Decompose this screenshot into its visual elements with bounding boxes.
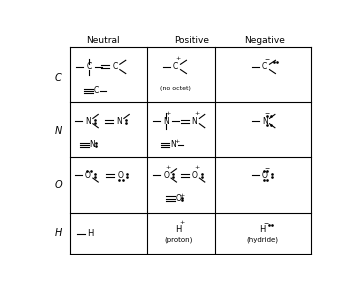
Text: N: N xyxy=(192,117,197,126)
Text: C: C xyxy=(93,86,98,95)
Text: O: O xyxy=(117,171,123,180)
Text: +: + xyxy=(166,110,171,116)
Text: C: C xyxy=(87,63,92,71)
Text: N: N xyxy=(55,126,62,135)
Text: N: N xyxy=(116,117,122,126)
Text: O: O xyxy=(262,171,268,180)
Text: H: H xyxy=(175,225,182,234)
Text: (hydride): (hydride) xyxy=(246,237,278,243)
Text: N: N xyxy=(85,117,91,126)
Text: N: N xyxy=(163,117,169,126)
Text: H: H xyxy=(259,225,265,234)
Text: O: O xyxy=(175,194,181,203)
Text: H: H xyxy=(55,228,62,238)
Text: −: − xyxy=(265,110,270,116)
Text: N: N xyxy=(89,140,95,150)
Text: O: O xyxy=(55,180,62,190)
Text: (no octet): (no octet) xyxy=(160,86,191,91)
Text: −: − xyxy=(265,57,270,61)
Text: +: + xyxy=(179,193,184,198)
Text: +: + xyxy=(166,165,171,170)
Text: N: N xyxy=(262,117,268,126)
Text: N: N xyxy=(170,140,175,150)
Text: C: C xyxy=(173,63,178,71)
Text: +: + xyxy=(179,220,184,226)
Text: H: H xyxy=(87,230,94,238)
Text: (proton): (proton) xyxy=(164,237,192,243)
Text: Neutral: Neutral xyxy=(86,36,120,45)
Text: +: + xyxy=(195,165,200,170)
Text: C: C xyxy=(262,63,267,71)
Text: C: C xyxy=(55,73,62,83)
Text: O: O xyxy=(192,171,197,180)
Text: +: + xyxy=(175,57,180,61)
Text: O: O xyxy=(85,171,91,180)
Text: Positive: Positive xyxy=(174,36,209,45)
Text: +: + xyxy=(195,110,200,116)
Text: O: O xyxy=(163,171,169,180)
Text: Negative: Negative xyxy=(244,36,285,45)
Text: +: + xyxy=(174,139,179,144)
Text: −: − xyxy=(263,220,268,226)
Text: −: − xyxy=(265,165,270,170)
Text: C: C xyxy=(112,63,118,71)
